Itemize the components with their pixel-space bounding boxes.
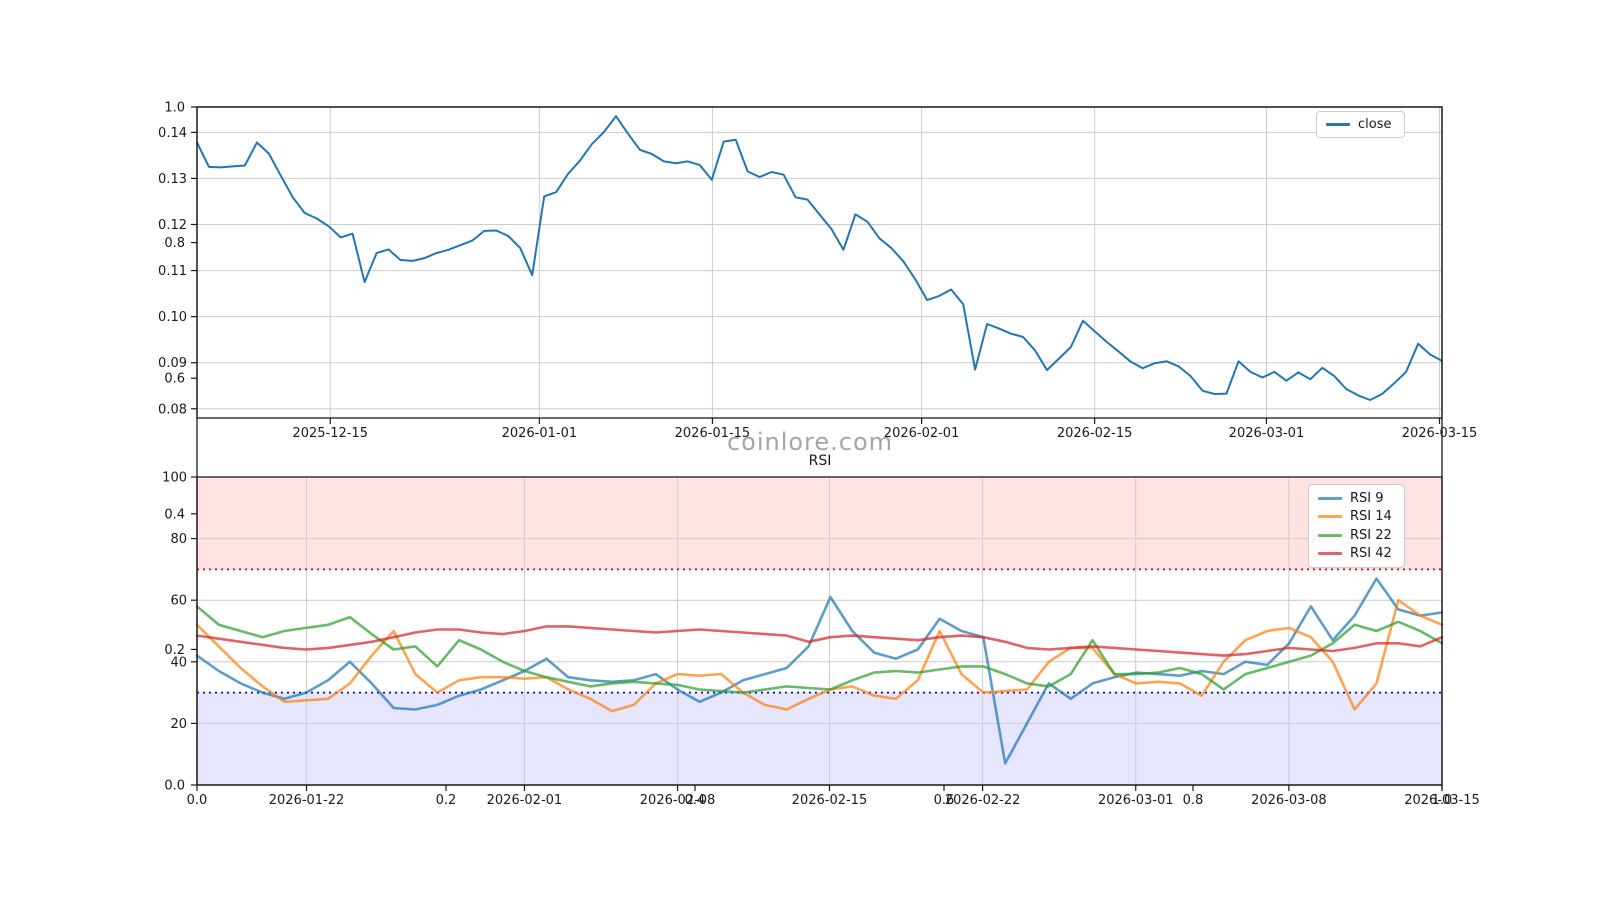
parent-x-tick-label: 0.0 [187, 793, 208, 808]
price-x-tick-label: 2025-12-15 [292, 426, 368, 441]
price-y-tick-label: 0.12 [158, 218, 187, 233]
parent-x-tick-label: 1.0 [1432, 793, 1453, 808]
rsi-axes-frame [196, 476, 1443, 786]
legend-item-close: close [1326, 116, 1395, 133]
parent-y-tick-label: 0.2 [164, 643, 185, 658]
legend-item-rsi14: RSI 14 [1318, 508, 1395, 527]
axes-frames [196, 106, 1443, 786]
legend-item-rsi9: RSI 9 [1318, 489, 1395, 508]
rsi-x-tick-label: 2026-02-15 [792, 793, 868, 808]
legend-item-rsi22: RSI 22 [1318, 526, 1395, 545]
oversold-band [197, 692, 1442, 785]
legend-label-rsi14: RSI 14 [1350, 509, 1392, 525]
rsi-x-tick-label: 2026-03-08 [1251, 793, 1327, 808]
price-series [196, 115, 1443, 401]
price-y-tick-label: 0.13 [158, 172, 187, 187]
price-y-tick-label: 0.10 [158, 310, 187, 325]
rsi22-line-swatch [1318, 533, 1342, 537]
rsi-x-tick-label: 2026-02-22 [945, 793, 1021, 808]
overbought-band [197, 477, 1442, 570]
rsi-x-tick-label: 2026-03-15 [1404, 793, 1480, 808]
rsi-bands [197, 477, 1442, 785]
parent-y-tick-label: 0.4 [164, 507, 185, 522]
rsi-x-tick-label: 2026-02-08 [640, 793, 716, 808]
rsi-42-line [195, 625, 1444, 657]
rsi-y-tick-label: 20 [170, 717, 187, 732]
price-x-tick-label: 2026-03-15 [1402, 426, 1478, 441]
legend-label-rsi9: RSI 9 [1350, 490, 1384, 506]
rsi-thresholds [197, 568, 1442, 694]
rsi-22-line [195, 605, 1444, 694]
rsi-series [195, 577, 1444, 765]
rsi42-line-swatch [1318, 552, 1342, 556]
rsi-y-tick-label: 80 [170, 532, 187, 547]
close-line [196, 115, 1443, 401]
parent-y-tick-label: 0.0 [164, 779, 185, 794]
rsi-x-tick-label: 2026-03-01 [1098, 793, 1174, 808]
legend-label-rsi22: RSI 22 [1350, 527, 1392, 543]
watermark: coinlore.com [726, 428, 894, 456]
legend-item-rsi42: RSI 42 [1318, 545, 1395, 564]
rsi-x-tick-label: 2026-02-01 [487, 793, 563, 808]
rsi14-line-swatch [1318, 515, 1342, 519]
parent-y-tick-label: 0.8 [164, 236, 185, 251]
price-grid [197, 107, 1442, 418]
price-x-tick-label: 2026-02-01 [884, 426, 960, 441]
price-y-tick-label: 0.09 [158, 356, 187, 371]
parent-x-tick-label: 0.8 [1183, 793, 1204, 808]
price-x-tick-label: 2026-03-01 [1229, 426, 1305, 441]
rsi-y-tick-label: 60 [170, 594, 187, 609]
close-line-swatch [1326, 123, 1350, 126]
legend-label-rsi42: RSI 42 [1350, 546, 1392, 562]
price-y-tick-label: 0.11 [158, 264, 187, 279]
price-y-tick-label: 0.08 [158, 402, 187, 417]
rsi-x-tick-label: 2026-01-22 [269, 793, 345, 808]
price-axes-frame [196, 106, 1443, 419]
price-legend: close [1316, 111, 1405, 138]
price-x-tick-label: 2026-01-01 [502, 426, 578, 441]
parent-y-tick-label: 1.0 [164, 101, 185, 116]
rsi-9-line [195, 577, 1444, 765]
parent-y-tick-label: 0.6 [164, 372, 185, 387]
rsi-y-tick-label: 40 [170, 655, 187, 670]
rsi-14-line [195, 598, 1444, 713]
rsi-y-tick-label: 100 [162, 471, 187, 486]
parent-x-tick-label: 0.2 [436, 793, 457, 808]
legend-label-close: close [1358, 117, 1392, 132]
parent-x-tick-label: 0.4 [685, 793, 706, 808]
tick-labels: 0.14 0.13 0.12 0.11 0.10 0.09 0.08 2025-12-15 20… [158, 101, 1480, 809]
price-y-tick-label: 0.14 [158, 126, 187, 141]
rsi-legend: RSI 9 RSI 14 RSI 22 RSI 42 [1308, 484, 1405, 568]
rsi9-line-swatch [1318, 496, 1342, 500]
price-x-tick-label: 2026-01-15 [675, 426, 751, 441]
price-x-tick-label: 2026-02-15 [1057, 426, 1133, 441]
rsi-panel-title: RSI [808, 453, 832, 469]
parent-x-tick-label: 0.6 [934, 793, 955, 808]
